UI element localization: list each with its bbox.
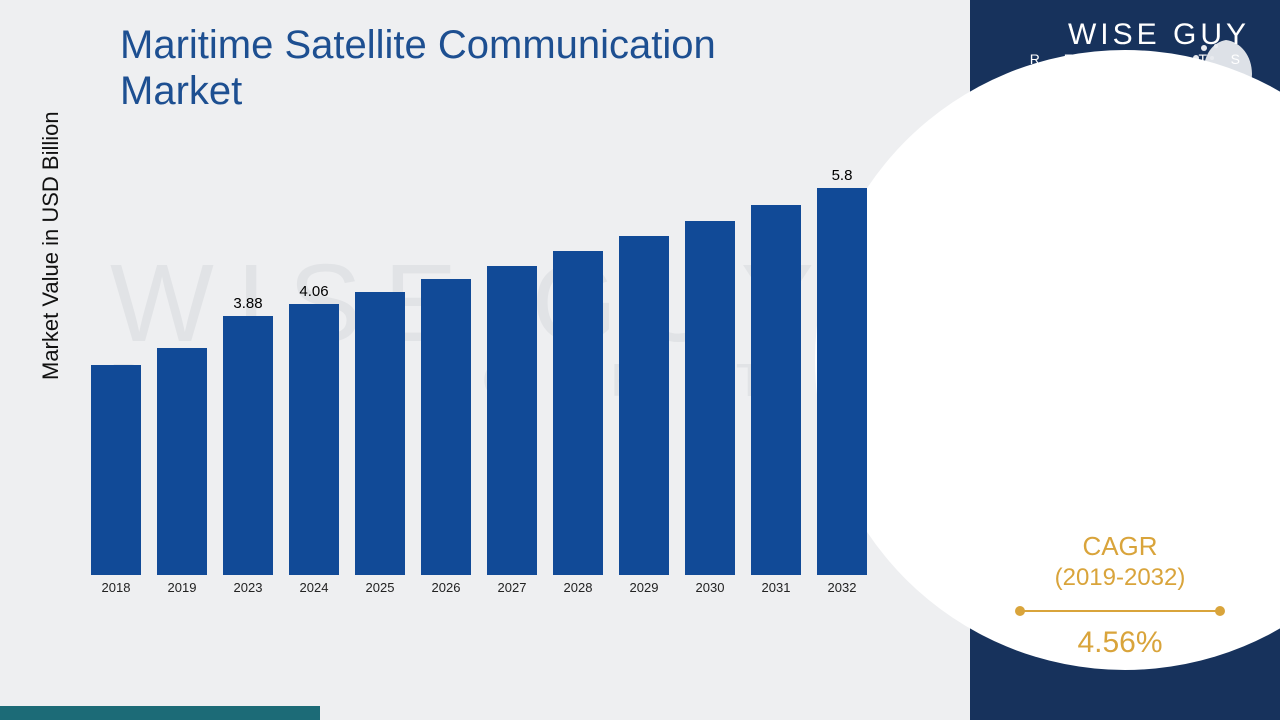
y-axis-label: Market Value in USD Billion bbox=[38, 111, 64, 380]
cagr-box: CAGR (2019-2032) 4.56% bbox=[980, 531, 1260, 660]
x-tick-label: 2024 bbox=[300, 580, 329, 595]
x-tick-label: 2028 bbox=[564, 580, 593, 595]
bar bbox=[487, 266, 537, 575]
bar-group: 5.82032 bbox=[817, 188, 867, 575]
plot-area: 201820193.8820234.0620242025202620272028… bbox=[85, 155, 885, 595]
bar-value-label: 3.88 bbox=[233, 295, 262, 312]
page-title: Maritime Satellite Communication Market bbox=[120, 22, 840, 114]
bar bbox=[553, 251, 603, 575]
bar-group: 2031 bbox=[751, 205, 801, 575]
bar bbox=[91, 365, 141, 575]
x-tick-label: 2026 bbox=[432, 580, 461, 595]
bar-group: 4.062024 bbox=[289, 304, 339, 575]
bar-chart: 201820193.8820234.0620242025202620272028… bbox=[85, 155, 885, 595]
bar bbox=[685, 221, 735, 575]
cagr-value: 4.56% bbox=[980, 626, 1260, 660]
bar bbox=[355, 292, 405, 575]
bar bbox=[817, 188, 867, 575]
bar-group: 2028 bbox=[553, 251, 603, 575]
x-tick-label: 2023 bbox=[234, 580, 263, 595]
bar bbox=[289, 304, 339, 575]
bar-group: 2027 bbox=[487, 266, 537, 575]
cagr-title: CAGR bbox=[980, 531, 1260, 562]
bottom-strip bbox=[0, 706, 320, 720]
x-tick-label: 2030 bbox=[696, 580, 725, 595]
x-tick-label: 2027 bbox=[498, 580, 527, 595]
x-tick-label: 2018 bbox=[102, 580, 131, 595]
brand-logo: WISE GUY R E P O R T S bbox=[1030, 20, 1250, 70]
bar bbox=[421, 279, 471, 575]
bar-group: 2030 bbox=[685, 221, 735, 575]
bar-group: 3.882023 bbox=[223, 316, 273, 575]
bar-group: 2026 bbox=[421, 279, 471, 575]
bar bbox=[619, 236, 669, 575]
stage: WISE GUY R E P O R T S WISE GUY R E P O … bbox=[0, 0, 1280, 720]
bar-group: 2019 bbox=[157, 348, 207, 575]
bar bbox=[223, 316, 273, 575]
bar-group: 2018 bbox=[91, 365, 141, 575]
bar bbox=[751, 205, 801, 575]
x-tick-label: 2019 bbox=[168, 580, 197, 595]
bar-value-label: 5.8 bbox=[832, 167, 853, 184]
x-tick-label: 2025 bbox=[366, 580, 395, 595]
x-tick-label: 2032 bbox=[828, 580, 857, 595]
cagr-range: (2019-2032) bbox=[980, 564, 1260, 592]
bar-group: 2029 bbox=[619, 236, 669, 575]
head-dots-icon bbox=[1186, 38, 1256, 116]
bar bbox=[157, 348, 207, 575]
x-tick-label: 2031 bbox=[762, 580, 791, 595]
cagr-divider bbox=[1020, 610, 1220, 612]
x-tick-label: 2029 bbox=[630, 580, 659, 595]
bar-group: 2025 bbox=[355, 292, 405, 575]
bar-value-label: 4.06 bbox=[299, 283, 328, 300]
